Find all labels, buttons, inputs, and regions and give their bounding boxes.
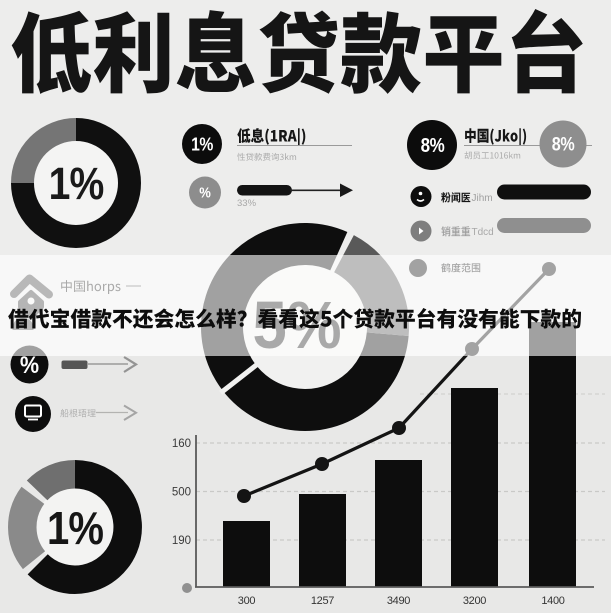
svg-text:1%: 1% [49, 158, 104, 208]
svg-text:1%: 1% [191, 133, 213, 155]
svg-text:33%: 33% [237, 198, 257, 209]
svg-text:1257: 1257 [311, 595, 334, 607]
svg-text:8%: 8% [552, 133, 575, 155]
svg-text:3490: 3490 [387, 595, 410, 607]
svg-text:3200: 3200 [463, 595, 486, 607]
svg-text:1%: 1% [47, 503, 104, 554]
svg-text:300: 300 [238, 595, 256, 607]
svg-text:Jihm: Jihm [472, 193, 493, 204]
svg-text:Tdcd: Tdcd [472, 227, 494, 238]
svg-text:1400: 1400 [541, 595, 564, 607]
svg-text:190: 190 [172, 535, 191, 547]
svg-text:%: % [20, 351, 39, 378]
svg-text:500: 500 [172, 487, 191, 499]
svg-text:160: 160 [172, 438, 191, 450]
svg-text:8%: 8% [421, 134, 445, 157]
svg-text:%: % [199, 185, 211, 201]
